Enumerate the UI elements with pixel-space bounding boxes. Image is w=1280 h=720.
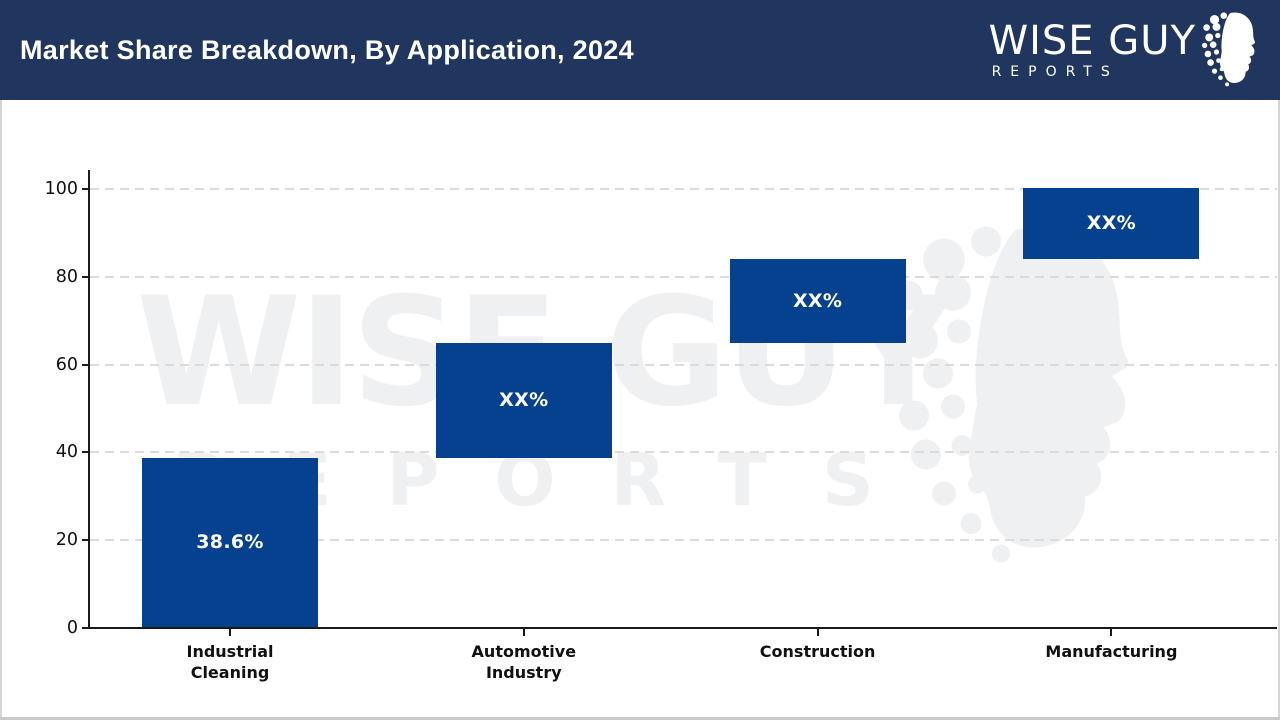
- gridline-y-60: [90, 363, 1277, 366]
- wiseguy-logo: WISE GUY REPORTS: [989, 8, 1266, 92]
- logo-subtitle: REPORTS: [991, 64, 1119, 80]
- x-tick-label-industrial-cleaning: Industrial Cleaning: [186, 642, 274, 682]
- wiseguy-head-icon: [1200, 9, 1266, 91]
- y-tick-mark-40: [82, 451, 88, 454]
- y-axis-spine: [88, 170, 90, 629]
- y-tick-label-60: 60: [55, 354, 78, 375]
- x-tick-mark-industrial-cleaning: [229, 629, 231, 636]
- y-tick-mark-20: [82, 539, 88, 542]
- gridline-y-100: [90, 188, 1277, 190]
- bar-value-label: 38.6%: [196, 531, 264, 554]
- figure-border-bottom: [0, 717, 1280, 720]
- gridline-y-20: [90, 539, 1277, 542]
- x-tick-label-automotive-industry: Automotive Industry: [471, 642, 577, 682]
- y-tick-label-100: 100: [44, 179, 78, 199]
- figure-border-right: [1278, 100, 1280, 720]
- bar-value-label: XX%: [499, 389, 549, 412]
- x-tick-label-construction: Construction: [759, 642, 876, 661]
- y-tick-mark-100: [82, 188, 88, 190]
- y-tick-label-80: 80: [55, 266, 78, 287]
- y-tick-mark-0: [82, 627, 88, 629]
- page-title: Market Share Breakdown, By Application, …: [20, 34, 634, 65]
- header: Market Share Breakdown, By Application, …: [0, 0, 1280, 100]
- y-tick-mark-80: [82, 275, 88, 278]
- bar-industrial-cleaning: 38.6%: [142, 457, 318, 627]
- x-tick-label-manufacturing: Manufacturing: [1045, 642, 1178, 661]
- gridline-y-40: [90, 451, 1277, 454]
- gridline-y-80: [90, 275, 1277, 278]
- logo-wordmark: WISE GUY: [988, 18, 1196, 64]
- y-tick-label-40: 40: [55, 442, 78, 463]
- x-tick-mark-manufacturing: [1110, 629, 1113, 636]
- x-tick-mark-construction: [816, 629, 819, 636]
- bar-construction: XX%: [729, 258, 906, 344]
- x-axis-spine: [88, 627, 1277, 629]
- y-tick-mark-60: [82, 363, 88, 366]
- x-tick-mark-automotive-industry: [522, 629, 525, 636]
- logo-text: WISE GUY REPORTS: [989, 21, 1196, 79]
- bar-manufacturing: XX%: [1023, 188, 1200, 259]
- bar-automotive-industry: XX%: [435, 343, 612, 458]
- bar-value-label: XX%: [1086, 212, 1137, 235]
- y-tick-label-0: 0: [66, 618, 78, 638]
- bar-value-label: XX%: [792, 290, 843, 313]
- y-tick-label-20: 20: [55, 530, 78, 551]
- plot-area: 0 20 40 60 80 100 38.6% Industrial Cleaning XX% A…: [0, 100, 1280, 720]
- figure-border-left: [0, 100, 2, 720]
